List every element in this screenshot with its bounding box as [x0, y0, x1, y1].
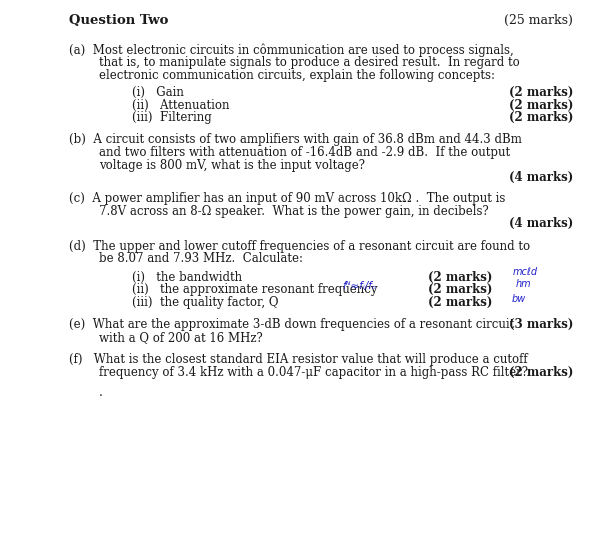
Text: (f)   What is the closest standard EIA resistor value that will produce a cutoff: (f) What is the closest standard EIA res…	[69, 353, 527, 366]
Text: .: .	[99, 386, 103, 399]
Text: (4 marks): (4 marks)	[509, 171, 573, 184]
Text: bw: bw	[512, 294, 526, 304]
Text: that is, to manipulate signals to produce a desired result.  In regard to: that is, to manipulate signals to produc…	[99, 56, 520, 69]
Text: (b)  A circuit consists of two amplifiers with gain of 36.8 dBm and 44.3 dBm: (b) A circuit consists of two amplifiers…	[69, 133, 522, 147]
Text: (2 marks): (2 marks)	[428, 283, 492, 296]
Text: (a)  Most electronic circuits in cômmunication are used to process signals,: (a) Most electronic circuits in cômmunic…	[69, 44, 514, 57]
Text: frequency of 3.4 kHz with a 0.047-μF capacitor in a high-pass RC filter?: frequency of 3.4 kHz with a 0.047-μF cap…	[99, 366, 528, 379]
Text: (2 marks): (2 marks)	[428, 271, 492, 284]
Text: (2 marks): (2 marks)	[428, 296, 492, 309]
Text: Question Two: Question Two	[69, 14, 169, 27]
Text: voltage is 800 mV, what is the input voltage?: voltage is 800 mV, what is the input vol…	[99, 159, 365, 172]
Text: 7.8V across an 8-Ω speaker.  What is the power gain, in decibels?: 7.8V across an 8-Ω speaker. What is the …	[99, 205, 489, 218]
Text: mcℓd: mcℓd	[513, 267, 538, 277]
Text: (2 marks): (2 marks)	[509, 86, 573, 99]
Text: (i)   the bandwidth: (i) the bandwidth	[132, 271, 242, 284]
Text: (4 marks): (4 marks)	[509, 217, 573, 230]
Text: fᴺ≈fᵢ/fₙ: fᴺ≈fᵢ/fₙ	[342, 281, 376, 290]
Text: and two filters with attenuation of -16.4dB and -2.9 dB.  If the output: and two filters with attenuation of -16.…	[99, 146, 510, 159]
Text: (iii)  the quality factor, Q: (iii) the quality factor, Q	[132, 296, 278, 309]
Text: electronic communication circuits, explain the following concepts:: electronic communication circuits, expla…	[99, 69, 495, 82]
Text: (2 marks): (2 marks)	[509, 111, 573, 124]
Text: (d)  The upper and lower cutoff frequencies of a resonant circuit are found to: (d) The upper and lower cutoff frequenci…	[69, 240, 530, 253]
Text: (i)   Gain: (i) Gain	[132, 86, 184, 99]
Text: be 8.07 and 7.93 MHz.  Calculate:: be 8.07 and 7.93 MHz. Calculate:	[99, 252, 303, 265]
Text: hm: hm	[516, 279, 532, 289]
Text: (25 marks): (25 marks)	[504, 14, 573, 27]
Text: with a Q of 200 at 16 MHz?: with a Q of 200 at 16 MHz?	[99, 331, 263, 344]
Text: (c)  A power amplifier has an input of 90 mV across 10kΩ .  The output is: (c) A power amplifier has an input of 90…	[69, 192, 505, 205]
Text: (2 marks): (2 marks)	[509, 366, 573, 379]
Text: (ii)   Attenuation: (ii) Attenuation	[132, 98, 229, 112]
Text: (iii)  Filtering: (iii) Filtering	[132, 111, 212, 124]
Text: (2 marks): (2 marks)	[509, 98, 573, 112]
Text: (ii)   the approximate resonant frequency: (ii) the approximate resonant frequency	[132, 283, 377, 296]
Text: (e)  What are the approximate 3-dB down frequencies of a resonant circuit: (e) What are the approximate 3-dB down f…	[69, 318, 514, 331]
Text: (3 marks): (3 marks)	[509, 318, 573, 331]
